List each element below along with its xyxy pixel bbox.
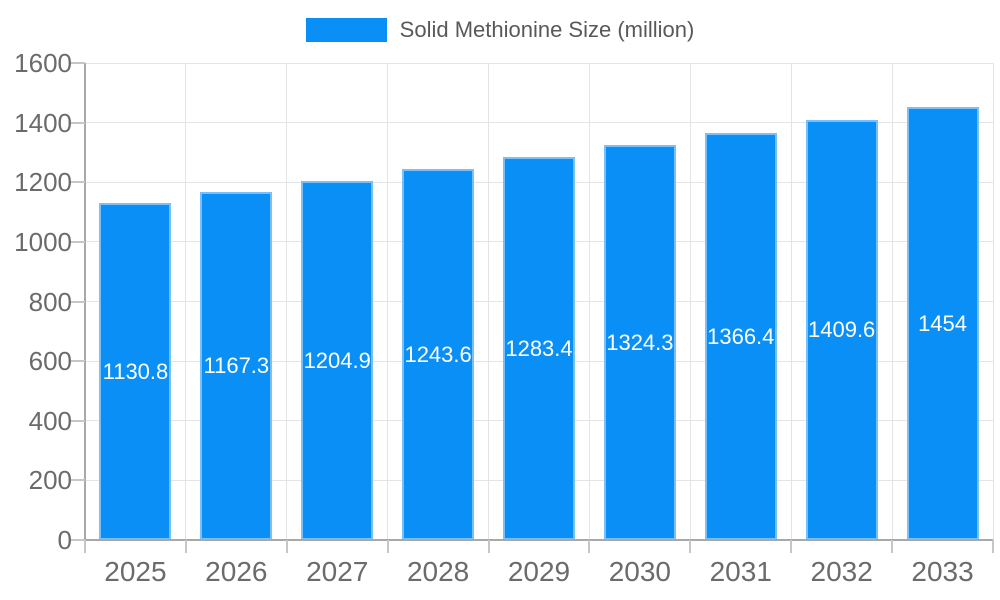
x-axis-line <box>85 539 993 541</box>
y-axis-tick-label: 600 <box>28 346 72 377</box>
y-axis-tick-label: 200 <box>28 465 72 496</box>
gridline-vertical <box>286 63 288 540</box>
x-axis-tick-label: 2032 <box>810 556 873 587</box>
y-axis-tick <box>70 62 85 64</box>
gridline-vertical <box>992 63 994 540</box>
bar-2025: 1130.8 <box>99 203 172 540</box>
bar-value-label: 1283.4 <box>505 335 573 361</box>
x-axis-tick-label: 2027 <box>306 556 369 587</box>
y-axis-tick <box>70 539 85 541</box>
bar-value-label: 1130.8 <box>102 358 169 384</box>
y-axis-tick <box>70 300 85 303</box>
x-axis-tick <box>84 540 86 553</box>
gridline-horizontal <box>85 62 993 64</box>
bar-value-label: 1204.9 <box>303 347 371 373</box>
bar-2027: 1204.9 <box>301 181 374 540</box>
y-axis-tick-label: 0 <box>57 525 72 555</box>
x-axis-tick-label: 2029 <box>507 556 571 587</box>
x-axis-tick <box>487 540 490 553</box>
y-axis-tick-label: 1000 <box>14 226 72 257</box>
y-axis-tick-label: 800 <box>28 286 72 317</box>
bar-2029: 1283.4 <box>503 157 575 540</box>
bar-2032: 1409.6 <box>805 120 878 540</box>
y-axis-tick-label: 1400 <box>14 107 72 138</box>
bar-value-label: 1409.6 <box>808 317 876 342</box>
x-axis-tick-label: 2031 <box>709 556 772 587</box>
bar-2026: 1167.3 <box>200 192 273 540</box>
gridline-vertical <box>488 63 490 540</box>
bar-value-label: 1366.4 <box>707 323 775 349</box>
x-axis-tick-label: 2028 <box>406 556 470 587</box>
y-axis-tick-label: 400 <box>28 405 72 436</box>
x-axis-tick <box>992 540 994 553</box>
gridline-vertical <box>588 63 590 540</box>
gridline-vertical <box>185 63 187 540</box>
y-axis-tick <box>70 121 85 124</box>
gridline-vertical <box>689 63 691 540</box>
plot-area: 1130.8 1167.3 1204.9 1243.6 1283.4 1324.3 1366… <box>85 62 994 540</box>
gridline-vertical <box>790 63 792 540</box>
y-axis-tick <box>70 479 85 482</box>
bar-value-label: 1243.6 <box>404 341 472 367</box>
y-axis-tick <box>70 360 85 363</box>
legend-label: Solid Methionine Size (million) <box>399 17 695 42</box>
bar-2031: 1366.4 <box>704 133 777 540</box>
bar-2028: 1243.6 <box>402 169 475 540</box>
y-axis-line <box>84 63 86 542</box>
bar-value-label: 1324.3 <box>606 329 674 355</box>
bar-2030: 1324.3 <box>603 145 676 540</box>
y-axis-tick <box>70 419 85 422</box>
bar-value-label: 1167.3 <box>203 353 270 378</box>
x-axis-tick-label: 2025 <box>104 556 167 587</box>
gridline-horizontal <box>85 122 993 124</box>
x-axis-tick <box>184 540 187 553</box>
x-axis-tick <box>285 540 288 553</box>
y-axis-tick-label: 1600 <box>14 48 72 78</box>
gridline-vertical <box>891 63 893 540</box>
y-axis-tick <box>70 240 85 243</box>
x-axis-tick-label: 2026 <box>205 556 268 587</box>
x-axis-tick <box>689 540 692 553</box>
x-axis-tick-label: 2030 <box>608 556 672 587</box>
y-axis-tick <box>70 181 85 184</box>
legend-swatch <box>305 18 387 42</box>
y-axis-tick-label: 1200 <box>14 167 72 198</box>
bar-2033: 1454 <box>906 107 979 540</box>
chart-legend: Solid Methionine Size (million) <box>0 17 1000 43</box>
bar-value-label: 1454 <box>918 310 968 336</box>
x-axis-tick <box>386 540 389 553</box>
x-axis-tick-label: 2033 <box>911 556 974 587</box>
x-axis-tick <box>790 540 793 553</box>
x-axis-tick <box>891 540 894 553</box>
gridline-vertical <box>387 63 389 540</box>
x-axis-tick <box>588 540 591 553</box>
